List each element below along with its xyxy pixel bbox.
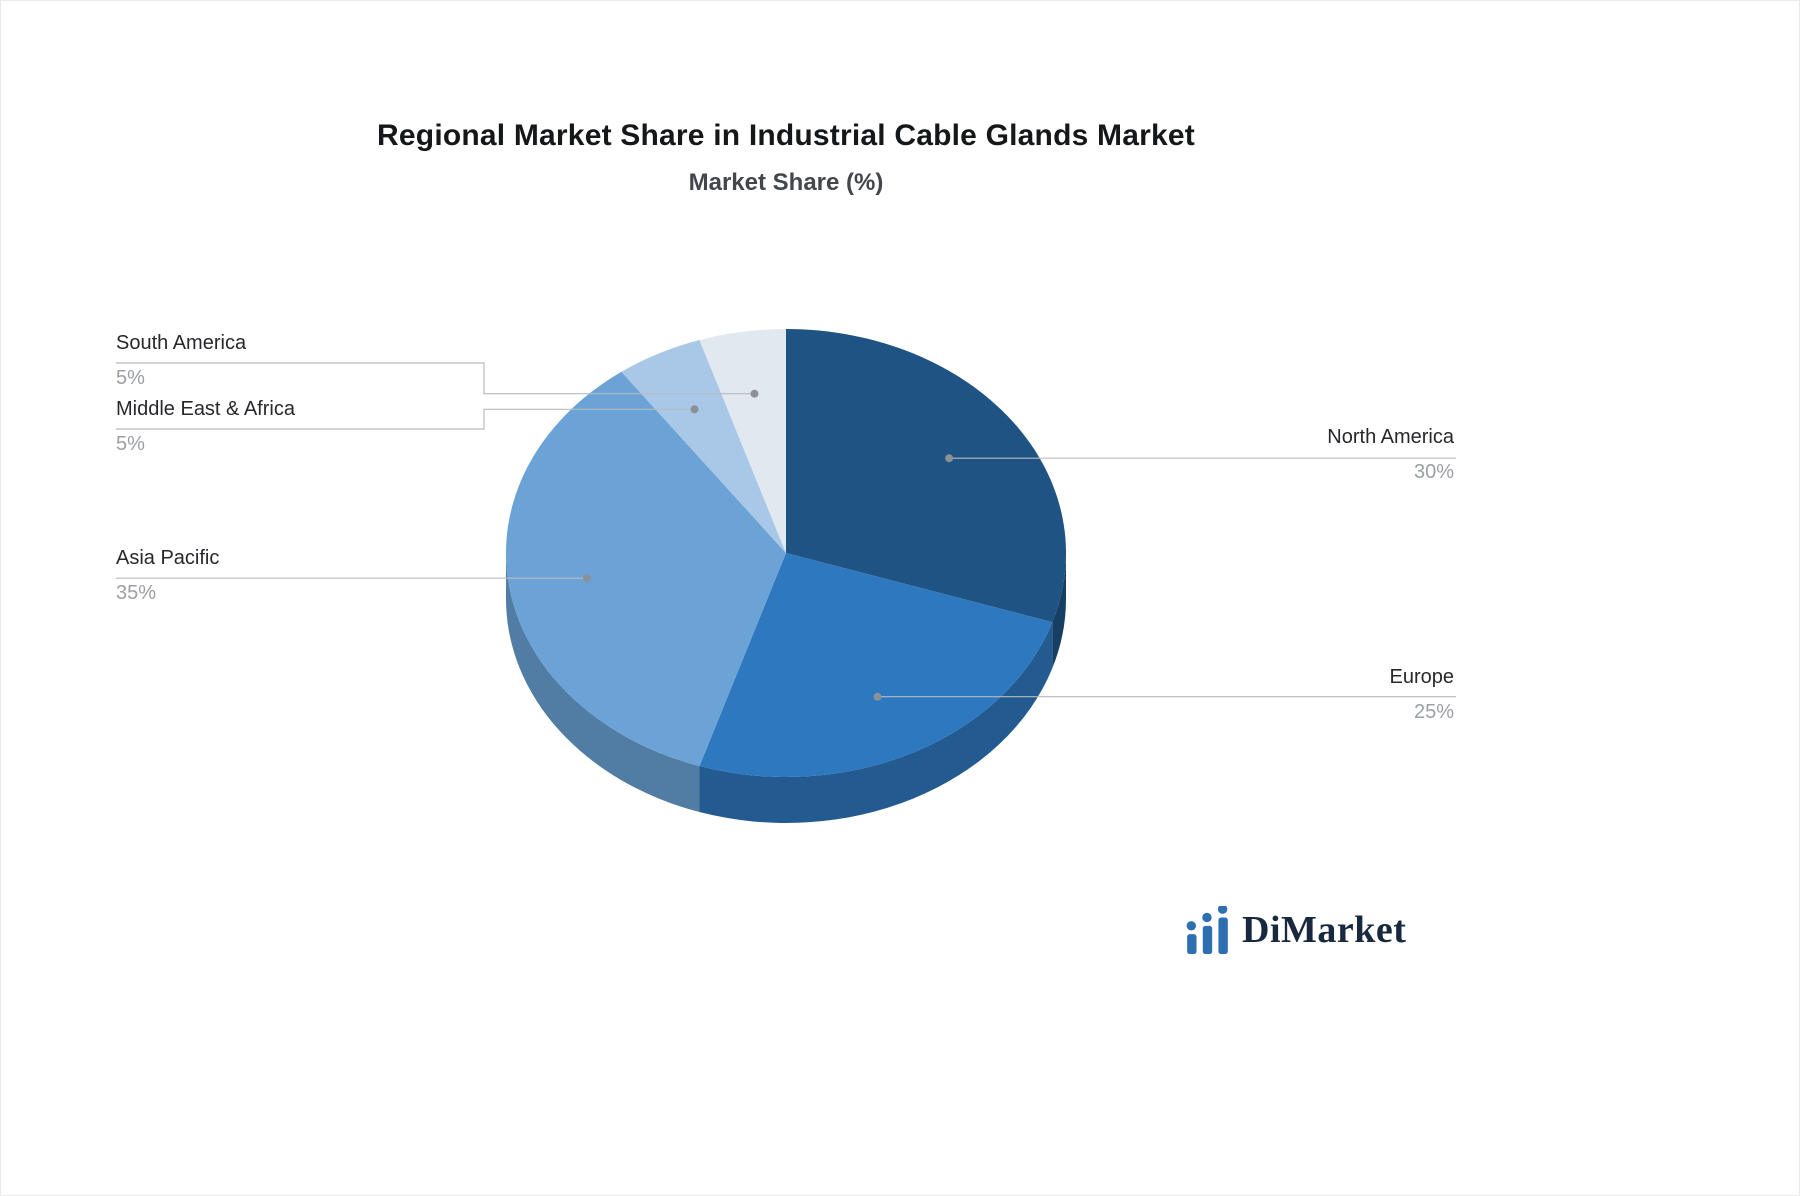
- pie-slice-asia-pacific[interactable]: [505, 371, 786, 767]
- pie-slice-side: [506, 553, 700, 813]
- chart-title: Regional Market Share in Industrial Cabl…: [377, 119, 1195, 152]
- callout-value: 30%: [1413, 461, 1454, 483]
- pie-slice-north-america[interactable]: [786, 329, 1067, 623]
- pie-slice-south-america[interactable]: [699, 329, 786, 553]
- leader-line: [116, 408, 695, 430]
- pie-slice-side: [699, 622, 1053, 824]
- pie-slice-side: [1052, 553, 1066, 669]
- callout-value: 35%: [116, 582, 157, 604]
- bar-chart-logo-icon: [1186, 906, 1228, 954]
- callout-label: Asia Pacific: [116, 547, 220, 569]
- callout-middle-east-africa: Middle East & Africa 5%: [116, 397, 295, 455]
- callout-south-america: South America 5%: [116, 331, 246, 389]
- chart-subtitle: Market Share (%): [688, 169, 884, 196]
- callout-label: Europe: [1389, 666, 1455, 688]
- callout-asia-pacific: Asia Pacific 35%: [116, 546, 219, 604]
- callout-europe: Europe 25%: [1390, 665, 1455, 723]
- leader-line: [116, 362, 755, 395]
- callout-value: 5%: [116, 433, 145, 455]
- callout-label: Middle East & Africa: [116, 398, 295, 420]
- callout-value: 25%: [1413, 701, 1454, 723]
- callout-label: South America: [116, 332, 247, 354]
- brand-logo: DiMarket: [1186, 906, 1406, 954]
- callout-label: North America: [1327, 426, 1454, 448]
- brand-name: DiMarket: [1242, 909, 1407, 951]
- callout-north-america: North America 30%: [1327, 425, 1454, 483]
- callout-value: 5%: [116, 367, 145, 389]
- leader-dot: [873, 692, 882, 701]
- leader-dot: [945, 454, 954, 463]
- leader-dot: [750, 389, 759, 398]
- leader-dot: [690, 405, 699, 414]
- pie-slice-europe[interactable]: [699, 553, 1053, 778]
- leader-dot: [582, 574, 591, 583]
